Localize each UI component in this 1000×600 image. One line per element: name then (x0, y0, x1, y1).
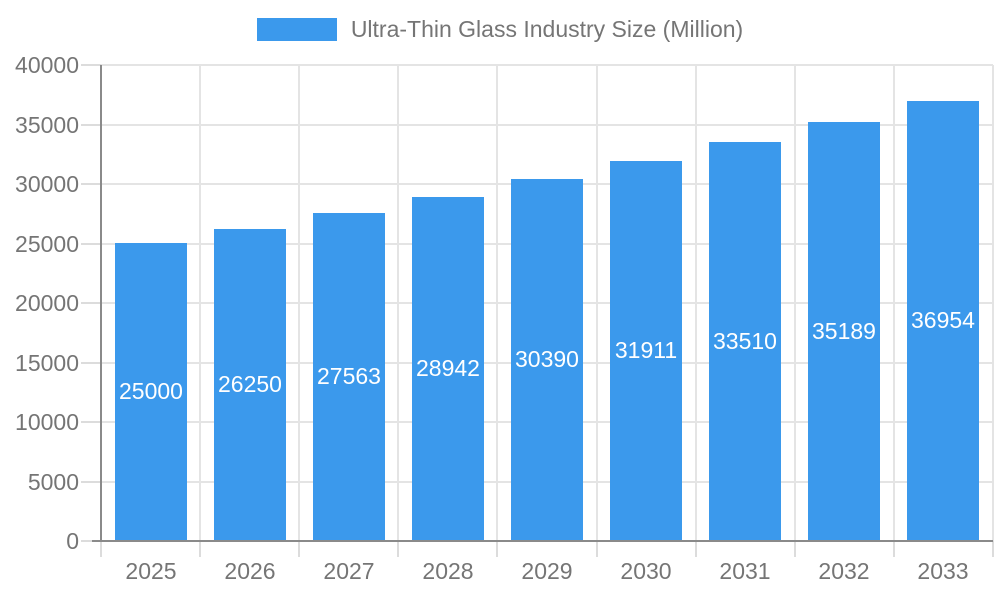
x-axis-tick-label: 2030 (620, 558, 672, 584)
legend-label: Ultra-Thin Glass Industry Size (Million) (350, 16, 744, 42)
x-axis-tick-label: 2031 (719, 558, 771, 584)
bar-value-label: 33510 (713, 328, 777, 354)
x-axis-tick (992, 541, 994, 557)
bar-value-label: 30390 (515, 346, 579, 372)
vertical-gridline (794, 65, 796, 541)
horizontal-gridline (101, 124, 993, 126)
bar-value-label: 35189 (812, 318, 876, 344)
x-axis-line (92, 540, 993, 542)
bar-2031[interactable] (709, 142, 781, 541)
vertical-gridline (695, 65, 697, 541)
y-axis-tick (81, 421, 101, 423)
x-axis-tick-label: 2028 (422, 558, 474, 584)
bar-value-label: 31911 (614, 337, 678, 363)
y-axis-tick-label: 30000 (15, 171, 79, 197)
bar-value-label: 28942 (416, 355, 480, 381)
y-axis-tick (81, 183, 101, 185)
y-axis-tick-label: 40000 (15, 52, 79, 78)
x-axis-tick-label: 2029 (521, 558, 573, 584)
y-axis-tick (81, 481, 101, 483)
y-axis-tick (81, 302, 101, 304)
vertical-gridline (893, 65, 895, 541)
horizontal-gridline (101, 64, 993, 66)
y-axis-tick-label: 0 (66, 528, 79, 554)
vertical-gridline (992, 65, 994, 541)
vertical-gridline (596, 65, 598, 541)
x-axis-tick-label: 2025 (125, 558, 177, 584)
y-axis-tick-label: 10000 (15, 409, 79, 435)
y-axis-tick (81, 362, 101, 364)
y-axis-tick (81, 64, 101, 66)
bar-value-label: 27563 (317, 363, 381, 389)
x-axis-tick (893, 541, 895, 557)
y-axis-tick-label: 25000 (15, 231, 79, 257)
x-axis-tick-label: 2033 (917, 558, 969, 584)
bar-2033[interactable] (907, 101, 979, 541)
y-axis-line (100, 65, 102, 542)
bar-2026[interactable] (214, 229, 286, 541)
legend-swatch-icon (256, 18, 337, 41)
x-axis-tick (596, 541, 598, 557)
bar-value-label: 26250 (218, 371, 282, 397)
bar-2025[interactable] (115, 243, 187, 541)
x-axis-tick (794, 541, 796, 557)
x-axis-tick (695, 541, 697, 557)
y-axis-tick (81, 540, 101, 542)
x-axis-tick (298, 541, 300, 557)
x-axis-tick (496, 541, 498, 557)
bar-value-label: 25000 (119, 378, 183, 404)
x-axis-tick-label: 2032 (818, 558, 870, 584)
x-axis-tick (100, 541, 102, 557)
x-axis-tick-label: 2026 (224, 558, 276, 584)
y-axis-tick-label: 15000 (15, 350, 79, 376)
vertical-gridline (199, 65, 201, 541)
x-axis-tick (397, 541, 399, 557)
vertical-gridline (397, 65, 399, 541)
vertical-gridline (496, 65, 498, 541)
bar-2030[interactable] (610, 161, 682, 541)
legend[interactable]: Ultra-Thin Glass Industry Size (Million) (0, 16, 1000, 43)
bar-2029[interactable] (511, 179, 583, 541)
vertical-gridline (298, 65, 300, 541)
y-axis-tick-label: 20000 (15, 290, 79, 316)
bar-2028[interactable] (412, 197, 484, 541)
bar-value-label: 36954 (911, 307, 975, 333)
y-axis-tick (81, 124, 101, 126)
y-axis-tick (81, 243, 101, 245)
x-axis-tick (199, 541, 201, 557)
y-axis-tick-label: 35000 (15, 112, 79, 138)
y-axis-tick-label: 5000 (27, 469, 79, 495)
bar-2032[interactable] (808, 122, 880, 541)
bar-2027[interactable] (313, 213, 385, 541)
x-axis-tick-label: 2027 (323, 558, 375, 584)
